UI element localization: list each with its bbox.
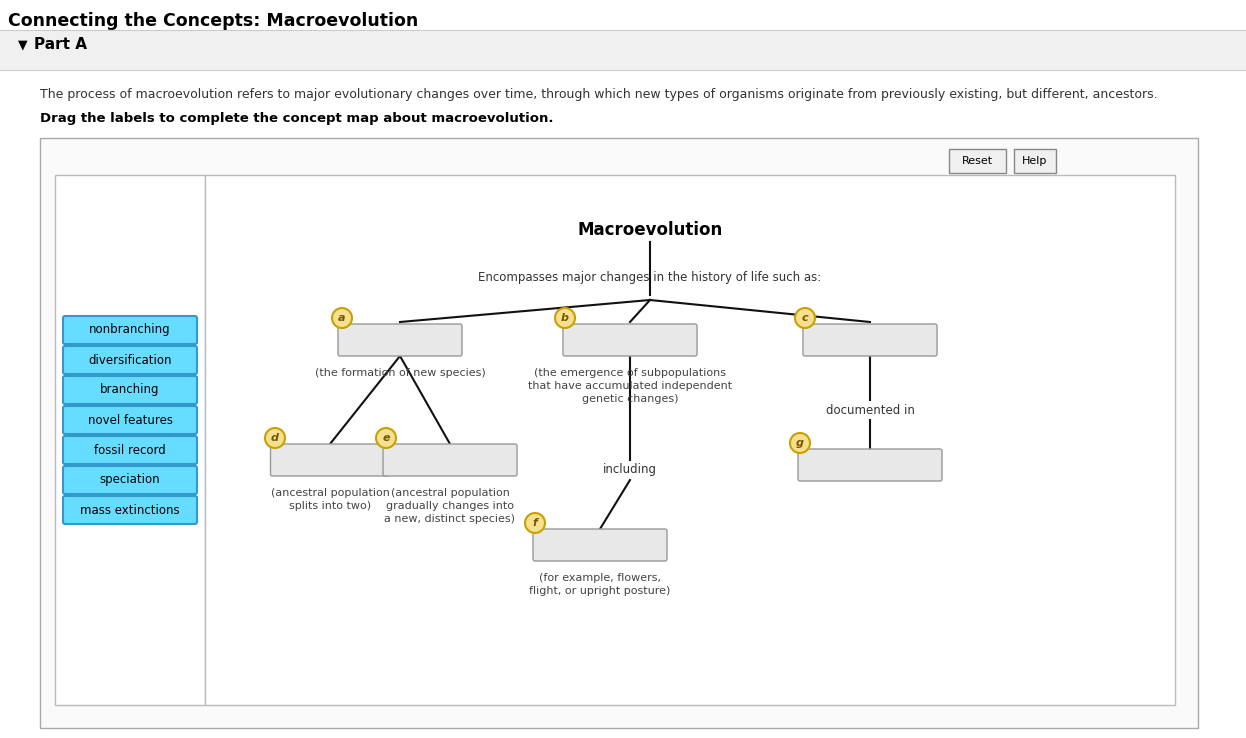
Circle shape: [265, 428, 285, 448]
Text: ▼: ▼: [17, 38, 27, 51]
FancyBboxPatch shape: [64, 316, 197, 344]
Text: Encompasses major changes in the history of life such as:: Encompasses major changes in the history…: [478, 272, 821, 285]
Text: g: g: [796, 438, 804, 448]
Text: a: a: [338, 313, 345, 323]
Text: (the formation of new species): (the formation of new species): [315, 368, 486, 378]
FancyBboxPatch shape: [949, 149, 1006, 173]
FancyBboxPatch shape: [338, 324, 462, 356]
FancyBboxPatch shape: [64, 346, 197, 374]
Circle shape: [376, 428, 396, 448]
FancyBboxPatch shape: [533, 529, 667, 561]
Text: speciation: speciation: [100, 474, 161, 486]
Text: branching: branching: [100, 384, 159, 396]
FancyBboxPatch shape: [40, 138, 1197, 728]
Text: fossil record: fossil record: [95, 444, 166, 457]
Text: Connecting the Concepts: Macroevolution: Connecting the Concepts: Macroevolution: [7, 12, 419, 30]
FancyBboxPatch shape: [64, 376, 197, 404]
Text: Part A: Part A: [34, 37, 87, 52]
Text: b: b: [561, 313, 569, 323]
FancyBboxPatch shape: [64, 496, 197, 524]
FancyBboxPatch shape: [64, 466, 197, 494]
FancyBboxPatch shape: [563, 324, 697, 356]
Circle shape: [795, 308, 815, 328]
Text: novel features: novel features: [87, 413, 172, 427]
Text: documented in: documented in: [826, 404, 915, 416]
FancyBboxPatch shape: [0, 30, 1246, 70]
Text: e: e: [383, 433, 390, 443]
Text: Drag the labels to complete the concept map about macroevolution.: Drag the labels to complete the concept …: [40, 112, 553, 125]
FancyBboxPatch shape: [206, 175, 1175, 705]
Text: diversification: diversification: [88, 354, 172, 367]
Text: f: f: [532, 518, 537, 528]
FancyBboxPatch shape: [270, 444, 390, 476]
Text: d: d: [270, 433, 279, 443]
FancyBboxPatch shape: [55, 175, 206, 705]
FancyBboxPatch shape: [64, 436, 197, 464]
Text: c: c: [801, 313, 809, 323]
Text: Reset: Reset: [962, 156, 993, 166]
Text: (for example, flowers,
flight, or upright posture): (for example, flowers, flight, or uprigh…: [530, 573, 670, 596]
Text: mass extinctions: mass extinctions: [80, 503, 179, 517]
Circle shape: [331, 308, 353, 328]
FancyBboxPatch shape: [797, 449, 942, 481]
Text: (the emergence of subpopulations
that have accumulated independent
genetic chang: (the emergence of subpopulations that ha…: [528, 368, 733, 404]
FancyBboxPatch shape: [802, 324, 937, 356]
FancyBboxPatch shape: [64, 406, 197, 434]
FancyBboxPatch shape: [1014, 149, 1057, 173]
Circle shape: [790, 433, 810, 453]
Text: Help: Help: [1022, 156, 1048, 166]
Text: The process of macroevolution refers to major evolutionary changes over time, th: The process of macroevolution refers to …: [40, 88, 1158, 101]
Circle shape: [525, 513, 545, 533]
Text: Macroevolution: Macroevolution: [577, 221, 723, 239]
FancyBboxPatch shape: [383, 444, 517, 476]
Text: including: including: [603, 463, 657, 477]
Circle shape: [554, 308, 574, 328]
Text: (ancestral population
gradually changes into
a new, distinct species): (ancestral population gradually changes …: [385, 488, 516, 525]
Text: (ancestral population
splits into two): (ancestral population splits into two): [270, 488, 390, 511]
Text: nonbranching: nonbranching: [90, 323, 171, 337]
